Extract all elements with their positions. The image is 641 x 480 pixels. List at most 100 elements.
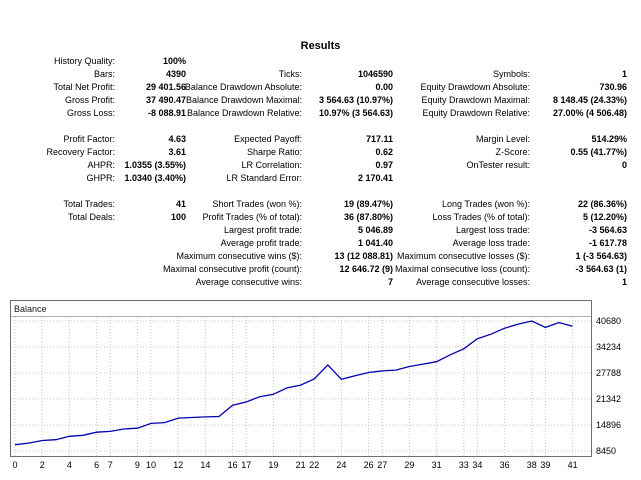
stat-value: 36 (87.80%) [343, 212, 393, 222]
x-axis-label: 9 [135, 460, 140, 470]
x-axis-label: 31 [432, 460, 442, 470]
stat-value: 12 646.72 (9) [339, 264, 393, 274]
stat-label: OnTester result: [466, 160, 530, 170]
x-axis-label: 12 [173, 460, 183, 470]
stat-value: 13 (12 088.81) [334, 251, 393, 261]
stat-value: 0 [621, 160, 627, 170]
y-axis-label: 40680 [596, 316, 621, 326]
stats-row: Gross Profit: 37 490.47 Balance Drawdown M… [0, 94, 641, 107]
stat-label: Average loss trade: [452, 238, 530, 248]
stat-value: -1 617.78 [588, 238, 627, 248]
stat-label: Profit Trades (% of total): [202, 212, 302, 222]
y-axis-label: 21342 [596, 394, 621, 404]
stat-label: Maximum consecutive losses ($): [396, 251, 530, 261]
x-axis-label: 14 [200, 460, 210, 470]
stat-label: Margin Level: [475, 134, 530, 144]
x-axis-label: 17 [241, 460, 251, 470]
x-axis-label: 38 [527, 460, 537, 470]
stats-row: AHPR: 1.0355 (3.55%) LR Correlation: 0.97 On… [0, 159, 641, 172]
stat-value: 0.97 [375, 160, 393, 170]
stat-label: Equity Drawdown Absolute: [420, 82, 530, 92]
stat-value: 0.55 (41.77%) [570, 147, 627, 157]
stat-value: 514.29% [591, 134, 627, 144]
stat-value: 10.97% (3 564.63) [318, 108, 393, 118]
x-axis-label: 24 [336, 460, 346, 470]
stat-value: 3.61 [168, 147, 186, 157]
stat-value: 4390 [165, 69, 186, 79]
x-axis-label: 22 [309, 460, 319, 470]
x-axis-label: 26 [364, 460, 374, 470]
stat-value: 4.63 [168, 134, 186, 144]
x-axis-label: 6 [94, 460, 99, 470]
stat-value: 1.0340 (3.40%) [124, 173, 186, 183]
stat-value: 1 041.40 [357, 238, 393, 248]
stat-value: 1046590 [357, 69, 393, 79]
x-axis-label: 29 [404, 460, 414, 470]
stat-label: Long Trades (won %): [441, 199, 530, 209]
stats-row: Largest profit trade: 5 046.89 Largest los… [0, 224, 641, 237]
stat-value: 1.0355 (3.55%) [124, 160, 186, 170]
stat-value: 717.11 [365, 134, 393, 144]
x-axis-label: 41 [568, 460, 578, 470]
stat-label: Short Trades (won %): [212, 199, 302, 209]
stat-label: Maximal consecutive profit (count): [162, 264, 302, 274]
stat-label: Z-Score: [495, 147, 530, 157]
balance-line [14, 320, 573, 446]
stat-label: Equity Drawdown Maximal: [421, 95, 530, 105]
balance-chart: 8450 14896 21342 27788 34234 40680 0 2 4 6 7 9 10 12 1… [10, 300, 631, 476]
stat-value: -3 564.63 [588, 225, 627, 235]
stat-label: Balance Drawdown Relative: [186, 108, 302, 118]
stat-value: 19 (89.47%) [343, 199, 393, 209]
stats-row: Maximum consecutive wins ($): 13 (12 088.… [0, 250, 641, 263]
stat-value: 0.00 [375, 82, 393, 92]
x-axis-label: 36 [500, 460, 510, 470]
stat-value: 100% [162, 56, 186, 66]
stat-value: 27.00% (4 506.48) [552, 108, 627, 118]
stat-label: AHPR: [87, 160, 115, 170]
stat-label: Average consecutive wins: [195, 277, 302, 287]
stat-label: Average consecutive losses: [416, 277, 530, 287]
stat-value: 0.62 [375, 147, 393, 157]
stat-label: Gross Profit: [64, 95, 115, 105]
stat-value: 29 401.56 [145, 82, 186, 92]
stat-value: 3 564.63 (10.97%) [318, 95, 393, 105]
stat-value: 2 170.41 [357, 173, 393, 183]
stats-row: Gross Loss: -8 088.91 Balance Drawdown Rel… [0, 107, 641, 120]
x-axis-label: 2 [40, 460, 45, 470]
stat-value: 8 148.45 (24.33%) [552, 95, 627, 105]
stats-group: History Quality: 100% Bars: 4390 Ticks: 10465… [0, 55, 641, 120]
stat-label: Largest loss trade: [455, 225, 530, 235]
stat-value: 730.96 [599, 82, 627, 92]
stat-value: 100 [170, 212, 186, 222]
stats-row: History Quality: 100% [0, 55, 641, 68]
x-axis-label: 16 [228, 460, 238, 470]
stat-label: Equity Drawdown Relative: [422, 108, 530, 118]
stat-value: 1 [621, 69, 627, 79]
x-axis-label: 4 [67, 460, 72, 470]
x-axis-label: 10 [146, 460, 156, 470]
stat-label: LR Standard Error: [226, 173, 302, 183]
stat-value: 1 [621, 277, 627, 287]
stat-label: Largest profit trade: [223, 225, 302, 235]
stat-label: Loss Trades (% of total): [432, 212, 530, 222]
x-axis-label: 0 [12, 460, 17, 470]
stat-value: 37 490.47 [145, 95, 186, 105]
y-axis-label: 8450 [596, 446, 616, 456]
y-axis-label: 34234 [596, 342, 621, 352]
stats-row: GHPR: 1.0340 (3.40%) LR Standard Error: 2 1… [0, 172, 641, 185]
stat-label: GHPR: [86, 173, 115, 183]
x-axis-label: 21 [296, 460, 306, 470]
stats-row: Recovery Factor: 3.61 Sharpe Ratio: 0.62 Z-S… [0, 146, 641, 159]
x-axis-label: 34 [472, 460, 482, 470]
stat-label: Expected Payoff: [234, 134, 302, 144]
stat-label: Maximal consecutive loss (count): [394, 264, 530, 274]
stat-label: Total Deals: [67, 212, 115, 222]
stats-row: Total Net Profit: 29 401.56 Balance Drawdo… [0, 81, 641, 94]
stats-row: Total Trades: 41 Short Trades (won %): 19 (… [0, 198, 641, 211]
stat-label: Profit Factor: [63, 134, 115, 144]
stats-row: Maximal consecutive profit (count): 12 64… [0, 263, 641, 276]
stat-label: Recovery Factor: [46, 147, 115, 157]
stat-label: LR Correlation: [241, 160, 302, 170]
